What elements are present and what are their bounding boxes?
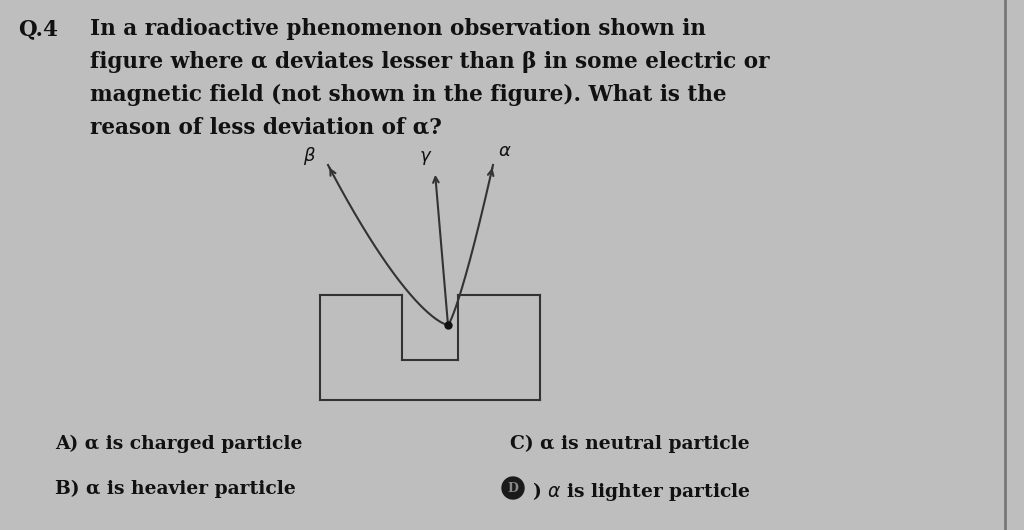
Text: C) α is neutral particle: C) α is neutral particle [510,435,750,453]
Text: $\gamma$: $\gamma$ [419,149,432,167]
Text: $\beta$: $\beta$ [303,145,316,167]
Polygon shape [502,477,524,499]
Text: A) α is charged particle: A) α is charged particle [55,435,302,453]
Text: figure where α deviates lesser than β in some electric or: figure where α deviates lesser than β in… [90,51,769,73]
Text: B) α is heavier particle: B) α is heavier particle [55,480,296,498]
Text: $\alpha$: $\alpha$ [498,142,512,160]
Text: D: D [508,481,518,494]
Text: ) $\alpha$ is lighter particle: ) $\alpha$ is lighter particle [532,480,751,503]
Text: In a radioactive phenomenon observation shown in: In a radioactive phenomenon observation … [90,18,706,40]
Text: Q.4: Q.4 [18,18,58,40]
Text: magnetic field (not shown in the figure). What is the: magnetic field (not shown in the figure)… [90,84,726,106]
Text: reason of less deviation of α?: reason of less deviation of α? [90,117,442,139]
